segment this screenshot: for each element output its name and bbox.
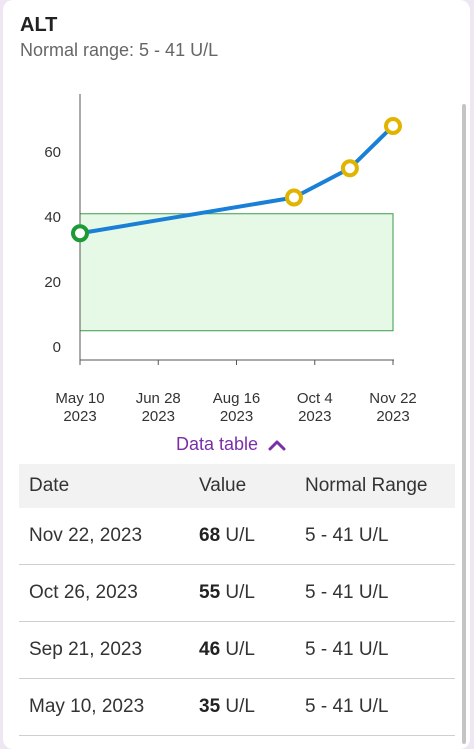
- header-value: Value: [199, 475, 247, 496]
- y-tick-label: 0: [53, 339, 61, 356]
- row-date: Sep 21, 2023: [29, 639, 143, 660]
- data-table: Date Value Normal Range Nov 22, 2023 68 …: [19, 464, 455, 736]
- x-tick-year-label: 2023: [376, 408, 409, 425]
- x-tick-label: Nov 22: [369, 390, 417, 407]
- data-point-out-of-range: [384, 117, 402, 135]
- alt-result-card: ALT Normal range: 5 - 41 U/L 0 20 40 60 May …: [3, 0, 470, 749]
- row-value-number: 46: [199, 639, 221, 660]
- x-tick-year-label: 2023: [220, 408, 253, 425]
- data-point-out-of-range: [340, 159, 359, 178]
- row-value-unit: U/L: [225, 639, 255, 660]
- row-normal-range: 5 - 41 U/L: [305, 525, 389, 546]
- row-date: Nov 22, 2023: [29, 525, 143, 546]
- row-value-number: 55: [199, 582, 221, 603]
- row-value: 68 U/L: [189, 525, 305, 547]
- series-line: [78, 124, 395, 236]
- row-normal-range: 5 - 41 U/L: [305, 639, 389, 660]
- scrollbar[interactable]: [462, 104, 466, 744]
- x-tick-year-label: 2023: [298, 408, 331, 425]
- x-tick-label: Jun 28: [136, 390, 181, 407]
- table-row: May 10, 2023 35 U/L 5 - 41 U/L: [19, 679, 455, 736]
- row-value: 55 U/L: [189, 582, 305, 604]
- chevron-up-icon: [268, 440, 286, 450]
- row-date: Oct 26, 2023: [29, 582, 138, 603]
- x-tick-label: May 10: [55, 390, 104, 407]
- row-date: May 10, 2023: [29, 696, 145, 717]
- card-title: ALT: [20, 14, 58, 36]
- y-tick-label: 20: [44, 274, 61, 291]
- card-subtitle: Normal range: 5 - 41 U/L: [20, 40, 219, 60]
- table-row: Sep 21, 2023 46 U/L 5 - 41 U/L: [19, 622, 455, 679]
- row-normal-range: 5 - 41 U/L: [305, 582, 389, 603]
- x-tick-year-label: 2023: [142, 408, 175, 425]
- normal-range-band: [79, 213, 394, 332]
- row-value-number: 68: [199, 525, 221, 546]
- y-tick-label: 60: [44, 144, 61, 161]
- x-tick-label: Oct 4: [297, 390, 333, 407]
- row-value-unit: U/L: [225, 525, 255, 546]
- table-header: Date Value Normal Range: [19, 464, 455, 508]
- header-normal-range: Normal Range: [305, 475, 428, 496]
- row-value-unit: U/L: [225, 696, 255, 717]
- row-value-number: 35: [199, 696, 221, 717]
- data-table-toggle-label: Data table: [176, 434, 259, 454]
- header-date: Date: [29, 475, 70, 496]
- row-value: 46 U/L: [189, 639, 305, 661]
- x-tick-year-label: 2023: [63, 408, 96, 425]
- row-normal-range: 5 - 41 U/L: [305, 696, 389, 717]
- row-value-unit: U/L: [225, 582, 255, 603]
- data-point-in-range: [71, 224, 89, 243]
- data-table-toggle[interactable]: Data table: [176, 434, 286, 455]
- x-tick-label: Aug 16: [213, 390, 261, 407]
- row-value: 35 U/L: [189, 696, 305, 718]
- table-row: Oct 26, 2023 55 U/L 5 - 41 U/L: [19, 565, 455, 622]
- y-tick-label: 40: [44, 209, 61, 226]
- table-row: Nov 22, 2023 68 U/L 5 - 41 U/L: [19, 508, 455, 565]
- data-point-out-of-range: [284, 188, 303, 207]
